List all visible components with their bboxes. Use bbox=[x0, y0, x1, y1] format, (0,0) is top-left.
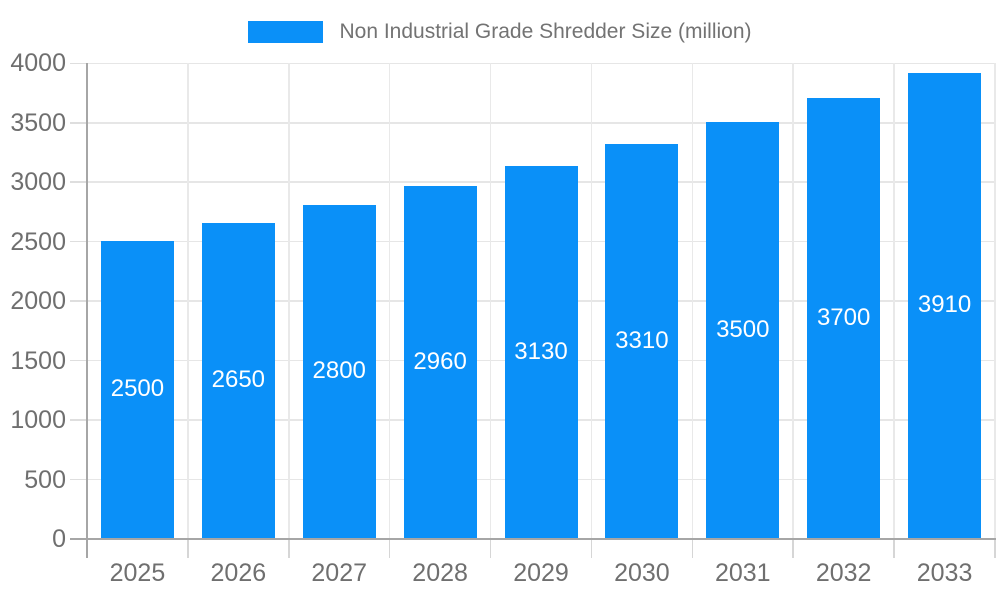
y-tick-label: 1500 bbox=[10, 346, 66, 375]
gridline-vertical bbox=[489, 63, 492, 539]
bar[interactable]: 2800 bbox=[302, 205, 376, 538]
bar-value-label: 3910 bbox=[917, 291, 972, 319]
gridline-vertical bbox=[187, 63, 189, 539]
gridline-vertical bbox=[893, 63, 895, 539]
gridline-vertical bbox=[388, 63, 391, 539]
gridline-vertical bbox=[792, 63, 794, 539]
y-tick-label: 3500 bbox=[10, 108, 66, 137]
legend-swatch bbox=[248, 21, 324, 43]
y-tick-label: 4000 bbox=[10, 49, 66, 78]
x-axis-line bbox=[70, 538, 996, 540]
x-axis-tick bbox=[691, 540, 694, 558]
bar[interactable]: 3700 bbox=[807, 97, 881, 538]
gridline-horizontal bbox=[87, 62, 995, 65]
y-axis-tick bbox=[70, 240, 87, 243]
x-axis-tick bbox=[590, 540, 593, 558]
gridline-vertical bbox=[288, 63, 290, 539]
y-tick-label: 2500 bbox=[10, 227, 66, 256]
y-axis-tick bbox=[70, 62, 87, 65]
bar-value-label: 3130 bbox=[514, 337, 568, 365]
bar[interactable]: 2500 bbox=[100, 240, 174, 538]
x-tick-label: 2032 bbox=[815, 559, 872, 587]
y-tick-label: 1000 bbox=[10, 406, 66, 435]
x-tick-label: 2033 bbox=[916, 559, 973, 587]
y-tick-label: 0 bbox=[52, 525, 66, 553]
bar[interactable]: 3130 bbox=[504, 165, 578, 538]
bar[interactable]: 3500 bbox=[706, 121, 780, 538]
legend-label: Non Industrial Grade Shredder Size (mill… bbox=[339, 20, 752, 43]
gridline-vertical bbox=[994, 63, 996, 539]
bar[interactable]: 3310 bbox=[605, 144, 679, 538]
y-axis-tick bbox=[70, 419, 87, 421]
x-tick-label: 2026 bbox=[210, 559, 267, 587]
bar-value-label: 2500 bbox=[110, 375, 165, 403]
y-axis-tick bbox=[70, 181, 87, 183]
x-axis-tick bbox=[792, 540, 794, 558]
x-tick-label: 2030 bbox=[614, 559, 670, 587]
x-axis-tick bbox=[288, 540, 290, 558]
bar-value-label: 2960 bbox=[413, 347, 467, 375]
y-tick-label: 2000 bbox=[10, 287, 66, 316]
x-axis-tick bbox=[994, 540, 996, 558]
x-axis-tick bbox=[187, 540, 189, 558]
bar[interactable]: 2650 bbox=[201, 222, 275, 538]
gridline-vertical bbox=[590, 63, 593, 539]
y-axis-tick bbox=[70, 359, 87, 362]
y-tick-label: 500 bbox=[24, 465, 66, 494]
x-tick-label: 2031 bbox=[714, 559, 771, 587]
bar-value-label: 3700 bbox=[816, 303, 871, 331]
bar-value-label: 3310 bbox=[615, 327, 669, 355]
x-tick-label: 2027 bbox=[311, 559, 368, 587]
bar-value-label: 3500 bbox=[716, 315, 770, 343]
bar-value-label: 2650 bbox=[211, 366, 266, 394]
bar[interactable]: 2960 bbox=[403, 185, 477, 538]
x-tick-label: 2029 bbox=[513, 559, 569, 587]
y-axis-tick bbox=[70, 478, 87, 481]
x-axis-tick bbox=[388, 540, 391, 558]
gridline-horizontal bbox=[87, 122, 995, 124]
x-tick-label: 2025 bbox=[109, 559, 166, 587]
bar[interactable]: 3910 bbox=[908, 73, 982, 538]
y-axis-tick bbox=[70, 122, 87, 124]
y-axis-line bbox=[86, 63, 88, 558]
x-axis-tick bbox=[489, 540, 492, 558]
gridline-vertical bbox=[691, 63, 694, 539]
legend[interactable]: Non Industrial Grade Shredder Size (mill… bbox=[0, 17, 1000, 47]
y-axis-tick bbox=[70, 300, 87, 302]
x-tick-label: 2028 bbox=[412, 559, 468, 587]
bar-value-label: 2800 bbox=[312, 357, 366, 385]
x-axis-tick bbox=[893, 540, 895, 558]
y-tick-label: 3000 bbox=[10, 168, 66, 197]
